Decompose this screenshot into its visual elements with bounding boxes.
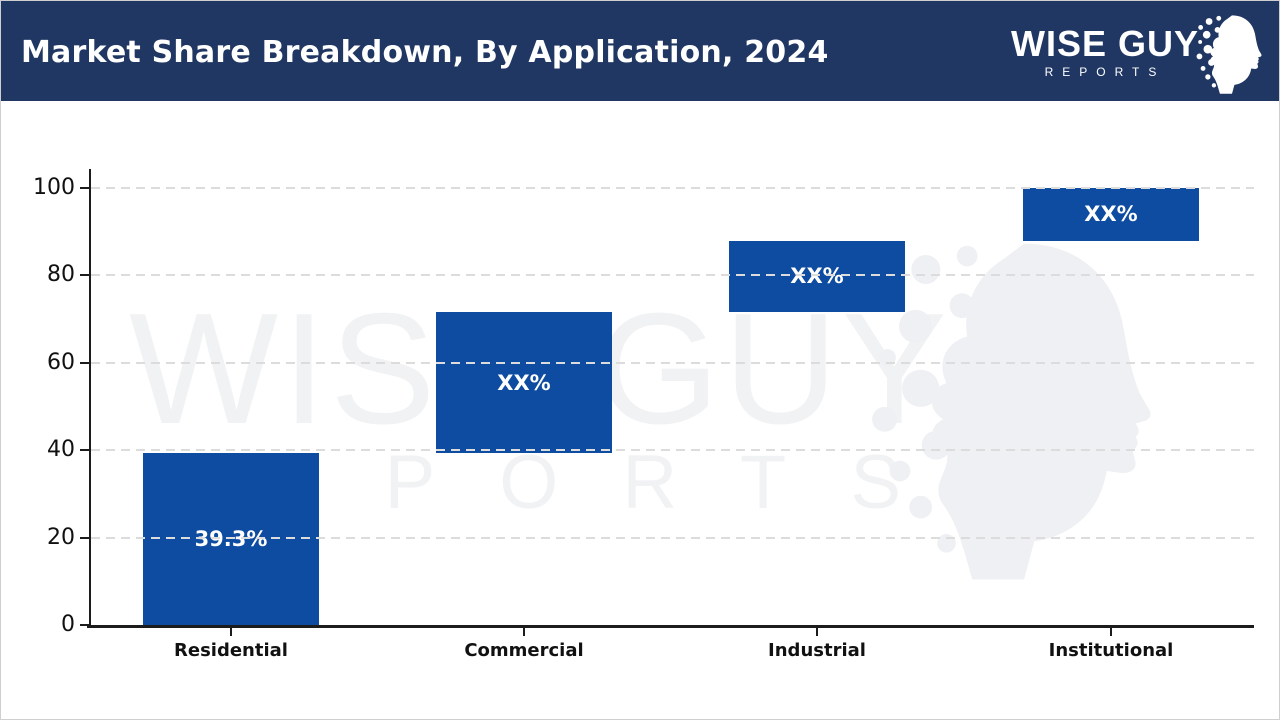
header: Market Share Breakdown, By Application, … <box>1 1 1279 101</box>
bar: XX% <box>436 312 612 454</box>
bar-value-label: XX% <box>1084 202 1138 227</box>
category-label: Institutional <box>1048 640 1174 661</box>
logo-reports-text: REPORTS <box>1044 65 1166 79</box>
bar-value-label: 39.3% <box>194 527 268 552</box>
logo-text: WISE GUY REPORTS <box>1010 23 1199 80</box>
x-tick-mark <box>230 628 232 636</box>
x-tick-mark <box>816 628 818 636</box>
y-tick-label: 100 <box>33 175 75 200</box>
wise-guy-logo: WISE GUY REPORTS <box>1011 7 1265 97</box>
y-tick-label: 60 <box>47 349 75 375</box>
y-tick-label: 80 <box>47 262 75 288</box>
bar: XX% <box>1023 188 1199 241</box>
y-tick-label: 20 <box>47 524 75 550</box>
category-label: Industrial <box>768 640 866 661</box>
y-tick-mark <box>80 274 89 277</box>
gridline <box>91 449 1254 452</box>
bar-value-label: XX% <box>790 264 844 289</box>
x-axis-line <box>87 625 1254 628</box>
x-tick-mark <box>523 628 525 636</box>
category-label: Commercial <box>464 640 584 661</box>
gridline <box>91 361 1254 364</box>
y-tick-mark <box>80 361 89 364</box>
y-tick-mark <box>80 449 89 452</box>
gridline <box>91 187 1254 189</box>
watermark-head-icon <box>869 229 1179 589</box>
y-tick-label: 40 <box>47 437 75 463</box>
x-tick-mark <box>1110 628 1112 636</box>
category-label: Residential <box>174 640 288 661</box>
logo-wise-guy-text: WISE GUY <box>1010 23 1199 64</box>
gridline <box>91 536 1254 539</box>
gridline <box>91 274 1254 277</box>
y-tick-mark <box>80 624 89 626</box>
y-tick-mark <box>80 536 89 539</box>
bar: 39.3% <box>143 453 319 625</box>
y-axis-line <box>89 169 91 627</box>
y-tick-label: 0 <box>61 612 75 637</box>
bar: XX% <box>729 240 905 313</box>
logo-head-icon <box>1195 13 1269 95</box>
y-tick-mark <box>80 187 89 189</box>
bar-value-label: XX% <box>497 370 551 395</box>
chart-title: Market Share Breakdown, By Application, … <box>21 35 829 70</box>
